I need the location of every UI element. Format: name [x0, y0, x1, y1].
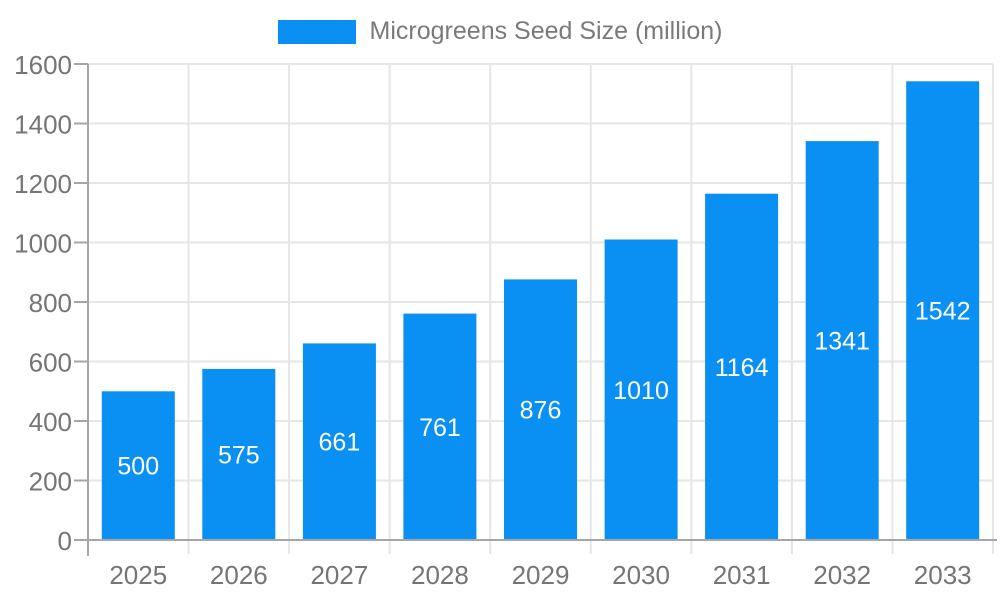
bar — [504, 279, 577, 540]
bar-value-label: 761 — [419, 414, 461, 442]
legend-swatch-icon — [277, 19, 356, 44]
bar-value-label: 1341 — [814, 328, 870, 356]
legend-item[interactable]: Microgreens Seed Size (million) — [277, 17, 723, 46]
y-tick-label: 0 — [58, 526, 72, 556]
bar — [101, 391, 175, 541]
y-tick-label: 1000 — [14, 229, 72, 259]
legend-label: Microgreens Seed Size (million) — [369, 17, 723, 45]
x-tick-label: 2028 — [411, 560, 469, 590]
x-tick-label: 2032 — [813, 560, 871, 590]
bar-value-label: 1164 — [715, 354, 769, 382]
bar — [705, 193, 779, 540]
x-tick-label: 2033 — [914, 560, 972, 590]
y-tick-label: 1400 — [14, 110, 72, 140]
y-tick-label: 1200 — [14, 169, 72, 199]
x-tick-label: 2031 — [713, 560, 771, 590]
y-tick-label: 200 — [29, 467, 72, 497]
legend: Microgreens Seed Size (million) — [0, 17, 1000, 46]
bar-value-label: 1542 — [915, 298, 971, 326]
y-tick-label: 800 — [29, 288, 72, 318]
x-tick-label: 2027 — [310, 560, 368, 590]
bar-value-label: 500 — [117, 453, 159, 481]
y-tick-label: 1600 — [14, 50, 72, 80]
x-tick-label: 2029 — [512, 560, 570, 590]
bar — [805, 141, 879, 540]
y-tick-label: 400 — [29, 407, 72, 437]
y-tick-label: 600 — [29, 348, 72, 378]
x-tick-label: 2026 — [210, 560, 268, 590]
x-tick-label: 2030 — [612, 560, 670, 590]
bar — [906, 81, 980, 541]
bar-value-label: 661 — [319, 429, 361, 457]
bar-value-label: 1010 — [613, 377, 669, 405]
bar — [403, 313, 477, 540]
bar-value-label: 575 — [218, 441, 260, 469]
bar — [604, 239, 678, 540]
bar — [202, 368, 276, 540]
bar-value-label: 876 — [520, 397, 562, 425]
x-tick-label: 2025 — [109, 560, 167, 590]
bar — [302, 343, 376, 540]
